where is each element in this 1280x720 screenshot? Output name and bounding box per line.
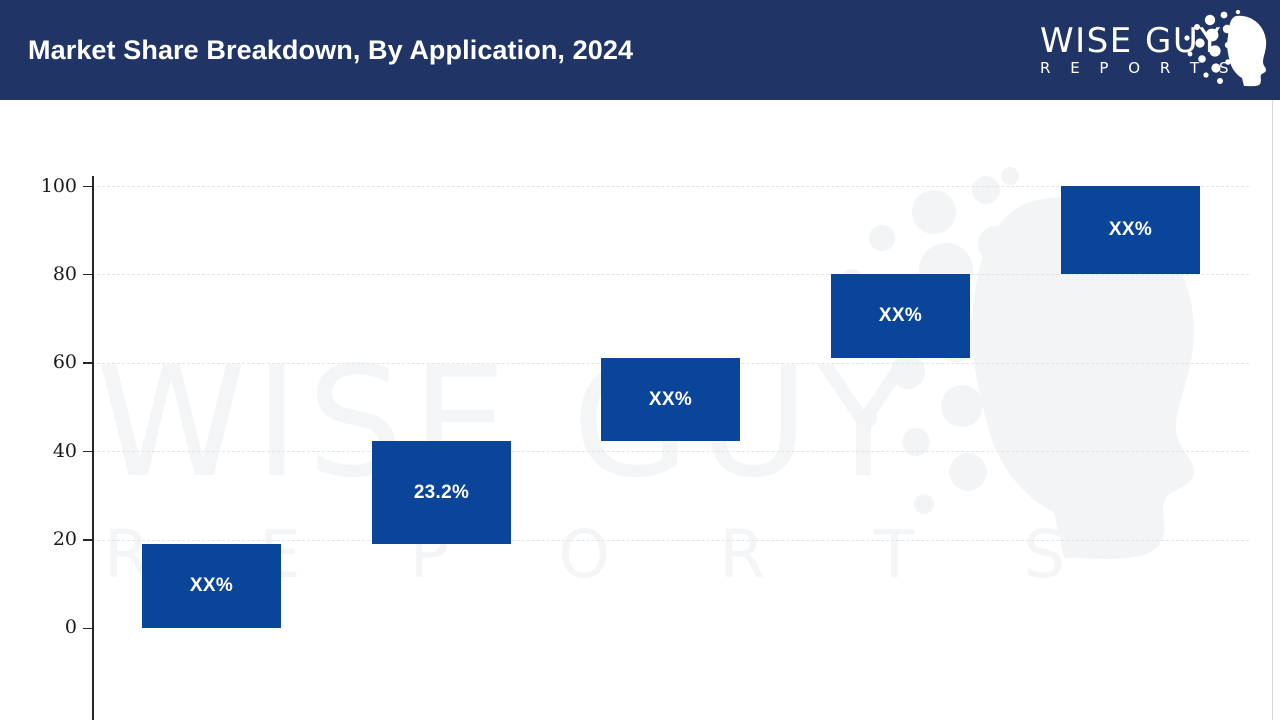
bar-label-medical-devices: XX% (1108, 219, 1153, 241)
brand-logo-text: WISE GUY R E P O R T S (1040, 23, 1236, 77)
y-tick-20 (83, 539, 93, 541)
y-tick-80 (83, 273, 93, 276)
y-label-20: 20 (52, 528, 77, 550)
chart-area: WISE GUY R E P O R T S (0, 100, 1273, 720)
y-axis-line (92, 176, 95, 720)
bar-consumer-electronics[interactable]: XX% (142, 544, 281, 628)
header-bar: Market Share Breakdown, By Application, … (0, 0, 1280, 100)
page-title: Market Share Breakdown, By Application, … (28, 34, 634, 65)
brand-logo-line2: R E P O R T S (1040, 59, 1236, 77)
y-label-100: 100 (40, 175, 77, 197)
y-label-40: 40 (52, 440, 77, 462)
bar-label-automotive: XX% (648, 388, 693, 410)
bar-automotive[interactable]: XX% (601, 358, 740, 442)
head-dots-icon (1184, 10, 1267, 87)
y-tick-40 (83, 450, 93, 453)
gridline-80 (92, 274, 1249, 276)
y-tick-0 (83, 627, 93, 630)
bar-label-consumer-electronics: XX% (189, 575, 234, 596)
y-tick-60 (83, 362, 93, 364)
gridline-40 (92, 451, 1249, 453)
gridline-100 (92, 186, 1249, 187)
y-tick-100 (83, 185, 93, 188)
y-label-0: 0 (64, 616, 77, 638)
y-label-80: 80 (52, 263, 77, 285)
y-label-60: 60 (52, 351, 77, 373)
bar-industrial-machinery[interactable]: 23.2% (372, 441, 511, 544)
bar-label-telecommunications: XX% (878, 305, 923, 327)
bar-telecommunications[interactable]: XX% (831, 274, 970, 359)
bar-medical-devices[interactable]: XX% (1061, 186, 1200, 275)
gridline-20 (92, 539, 1249, 541)
plot-region: XX% 23.2% XX% XX% XX% (92, 186, 1249, 628)
brand-logo: WISE GUY R E P O R T S (1028, 8, 1272, 92)
bar-label-industrial-machinery: 23.2% (413, 481, 470, 503)
